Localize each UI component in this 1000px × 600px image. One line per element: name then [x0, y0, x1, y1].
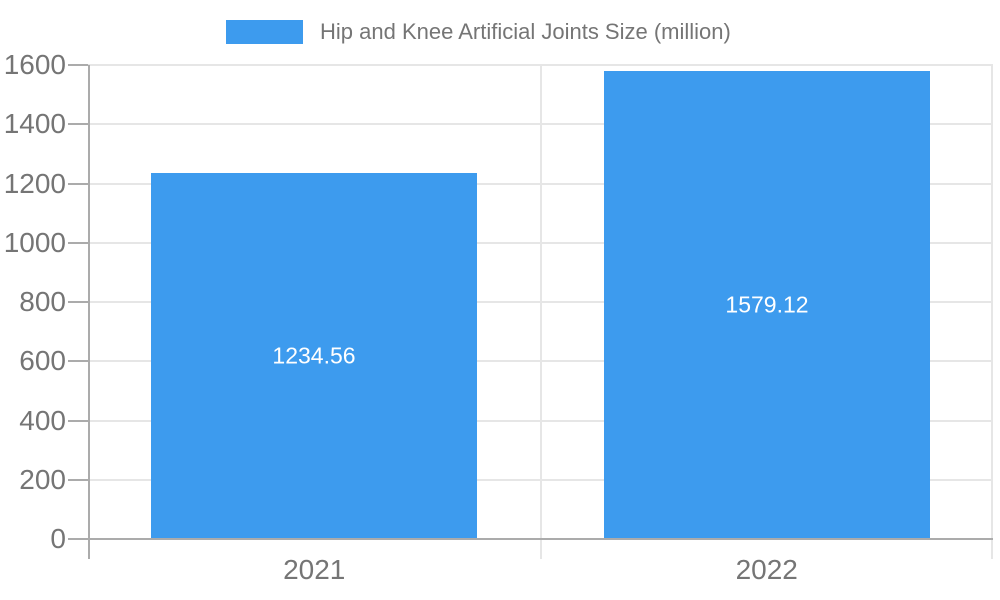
y-tick — [68, 360, 88, 363]
y-tick — [68, 182, 88, 185]
y-tick — [68, 419, 88, 422]
y-axis-label: 200 — [19, 463, 66, 495]
legend-swatch-icon — [226, 20, 303, 44]
y-axis-label: 800 — [19, 286, 66, 317]
y-axis-label: 0 — [50, 523, 66, 554]
y-axis-line — [88, 65, 90, 559]
y-axis-label: 1000 — [3, 226, 66, 258]
bar-value-label: 1579.12 — [725, 291, 809, 318]
y-axis-label: 1200 — [3, 167, 66, 199]
y-tick — [68, 64, 88, 66]
y-axis-label: 1600 — [3, 49, 66, 80]
plot-area: 1234.56 1579.12 — [68, 64, 993, 559]
legend-label: Hip and Knee Artificial Joints Size (mil… — [320, 19, 731, 44]
x-axis-label: 2022 — [735, 554, 798, 585]
y-axis: 0 200 400 600 800 1000 1200 1400 1600 — [0, 51, 66, 553]
bar-value-label: 1234.56 — [272, 342, 356, 369]
bar-2022[interactable]: 1579.12 — [604, 71, 930, 539]
y-axis-label: 600 — [19, 345, 66, 377]
y-tick — [68, 478, 88, 481]
y-axis-label: 400 — [19, 404, 66, 436]
y-tick — [68, 301, 88, 303]
bar-2021[interactable]: 1234.56 — [151, 173, 477, 539]
x-axis-line — [68, 538, 993, 540]
category-divider — [539, 65, 542, 559]
plot-right-border — [991, 65, 993, 559]
x-axis: 2021 2022 — [88, 556, 993, 590]
y-tick — [68, 241, 88, 244]
y-tick — [68, 123, 88, 126]
y-axis-label: 1400 — [3, 108, 66, 140]
legend[interactable]: Hip and Knee Artificial Joints Size (mil… — [226, 20, 731, 44]
x-axis-label: 2021 — [283, 554, 346, 585]
